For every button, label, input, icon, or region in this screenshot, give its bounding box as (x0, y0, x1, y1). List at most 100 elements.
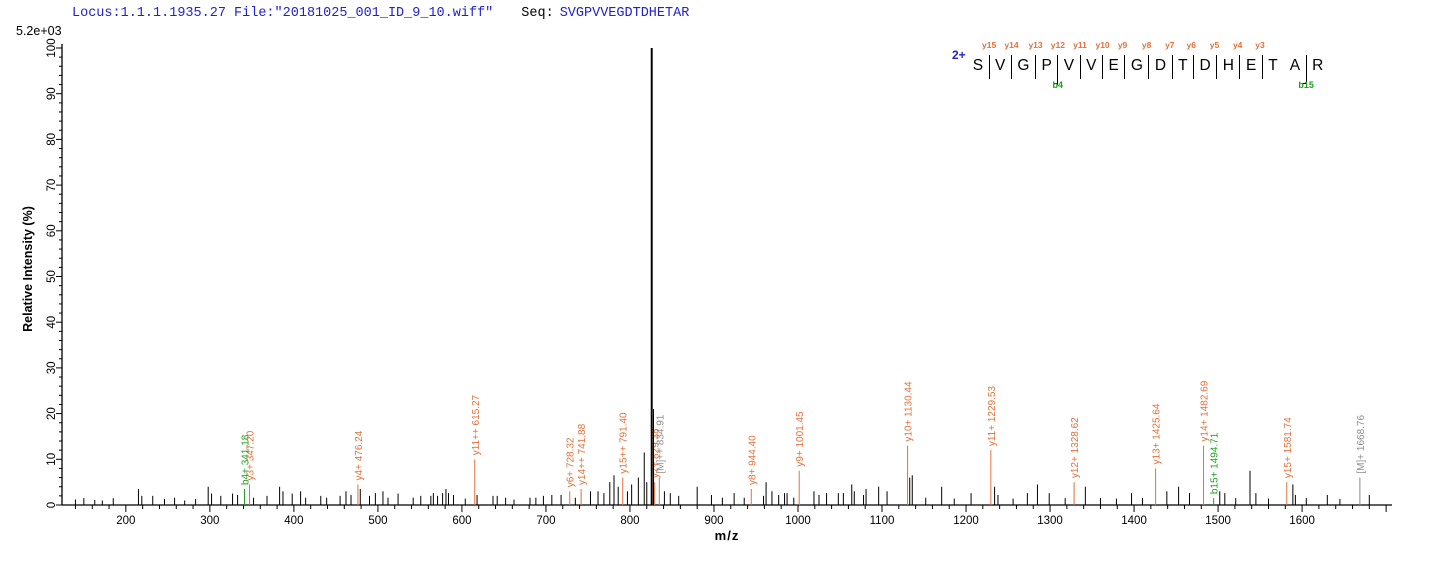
peak-label-y6-728-32: y6+ 728.32 (566, 437, 577, 487)
x-tick-label: 1400 (1121, 515, 1147, 527)
fragment-gap-6: y10 (1095, 40, 1110, 79)
fragment-divider (988, 55, 990, 79)
fragment-divider (1216, 55, 1218, 79)
fragment-divider (1101, 55, 1103, 79)
x-tick-label: 1100 (870, 515, 895, 527)
x-tick-label: 1500 (1205, 515, 1231, 527)
peak-label-y8-944-40: y8+ 944.40 (747, 435, 758, 485)
fragment-gap-14 (1280, 53, 1288, 79)
y-tick-label: 10 (46, 453, 58, 466)
x-tick-label: 900 (704, 515, 723, 527)
y-tick-label: 30 (46, 362, 58, 375)
x-tick-label: 700 (536, 515, 555, 527)
peak-label--M-834-91: [M]++ 834.91 (655, 414, 666, 473)
residue-6-V: V (1086, 57, 1097, 74)
x-tick-label: 300 (200, 515, 219, 527)
residue-5-V: V (1063, 57, 1075, 74)
residue-14-T: T (1268, 57, 1278, 74)
fragment-divider (1171, 55, 1173, 79)
x-tick-label: 800 (620, 515, 639, 527)
fragment-divider (1124, 55, 1126, 79)
residue-4-P: P (1041, 57, 1052, 74)
seq-label: Seq: (521, 6, 554, 21)
y-tick-label: 80 (46, 133, 58, 146)
y-tick-label: 90 (46, 87, 58, 100)
peak-label-b4-341-18: b4+ 341.18 (240, 434, 251, 485)
y-tick-label: 60 (46, 224, 58, 237)
y-ion-label-y11: y11 (1073, 40, 1087, 50)
fragment-divider (1010, 55, 1012, 79)
x-axis-title: m/z (714, 528, 740, 543)
fragment-gap-4: y12 b4 (1051, 40, 1065, 90)
fragment-gap-13: y3 (1255, 40, 1266, 79)
fragment-divider (1148, 55, 1150, 79)
fragment-gap-9: y7 (1165, 40, 1176, 79)
x-tick-label: 200 (116, 515, 135, 527)
peak-label-y4-476-24: y4+ 476.24 (354, 430, 365, 480)
fragment-divider (1305, 55, 1307, 85)
fragment-gap-12: y4 (1233, 40, 1244, 79)
fragment-gap-3: y13 (1028, 40, 1043, 79)
residue-8-G: G (1130, 57, 1143, 74)
peak-label-y14-741-88: y14++ 741.88 (577, 423, 588, 485)
y-ion-label-y4: y4 (1232, 40, 1243, 50)
peak-label-y11-1229-53: y11+ 1229.53 (987, 386, 998, 447)
b-ion-foot (1053, 83, 1058, 84)
peak-label-y7-829-38: y7+ 829.38 (651, 428, 662, 478)
b-ion-label-b4: b4 (1052, 80, 1064, 90)
residue-9-D: D (1154, 57, 1167, 74)
fragment-gap-7: y9 (1118, 40, 1129, 79)
b-ion-label-b15: b15 (1298, 80, 1314, 90)
y-ion-label-y5: y5 (1209, 40, 1220, 50)
fragment-gap-8: y8 (1142, 40, 1153, 79)
x-tick-label: 1600 (1289, 515, 1315, 527)
x-tick-label: 500 (368, 515, 387, 527)
fragment-gap-10: y6 (1187, 40, 1198, 79)
peak-label-y3-347-20: y3+ 347.20 (246, 430, 257, 480)
y-ion-label-y14: y14 (1004, 40, 1019, 50)
y-tick-label: 20 (46, 407, 58, 420)
residue-13-E: E (1245, 57, 1257, 74)
y-tick-label: 40 (46, 316, 58, 329)
x-tick-label: 400 (284, 515, 303, 527)
peak-label-y12-1328-62: y12+ 1328.62 (1070, 417, 1081, 478)
residue-3-G: G (1017, 57, 1030, 74)
y-ion-label-y13: y13 (1028, 40, 1043, 50)
residue-15-A: A (1289, 57, 1301, 74)
x-tick-label: 600 (452, 515, 471, 527)
x-tick-label: 1000 (785, 515, 811, 527)
precursor-charge-label: 2+ (952, 48, 966, 62)
peak-label-y11-615-27: y11++ 615.27 (471, 394, 482, 455)
fragment-divider (1193, 55, 1195, 79)
peak-label-y13-1425-64: y13+ 1425.64 (1152, 403, 1163, 464)
fragment-divider (1079, 55, 1081, 79)
y-ion-label-y9: y9 (1117, 40, 1128, 50)
fragment-gap-5: y11 (1073, 40, 1087, 79)
y-ion-label-y6: y6 (1186, 40, 1197, 50)
peak-label-y10-1130-44: y10+ 1130.44 (904, 381, 915, 442)
x-tick-label: 1200 (953, 515, 979, 527)
residue-7-E: E (1108, 57, 1119, 74)
y-ion-label-y12: y12 (1050, 40, 1065, 50)
peak-label-y15-1581-74: y15+ 1581.74 (1283, 417, 1294, 478)
fragment-gap-1: y15 (982, 40, 996, 79)
residue-2-V: V (995, 57, 1006, 74)
locus-file-label: Locus:1.1.1.1935.27 File:"20181025_001_I… (72, 6, 494, 21)
residue-1-S: S (972, 57, 984, 74)
y-tick-label: 50 (46, 270, 58, 283)
fragment-divider (1239, 55, 1241, 79)
residue-12-H: H (1222, 57, 1234, 74)
y-ion-label-y8: y8 (1141, 40, 1152, 50)
peak-label-b15-1494-71: b15+ 1494.71 (1210, 432, 1221, 494)
residue-10-T: T (1178, 57, 1188, 74)
fragment-gap-2: y14 (1004, 40, 1019, 79)
b-ion-foot (1302, 83, 1307, 84)
residue-16-R: R (1312, 57, 1324, 74)
seq-value: SVGPVVEGDTDHETAR (559, 6, 690, 21)
peak-label-y15-791-40: y15++ 791.40 (619, 412, 630, 474)
fragment-divider (1261, 55, 1263, 79)
fragment-divider (1034, 55, 1036, 79)
